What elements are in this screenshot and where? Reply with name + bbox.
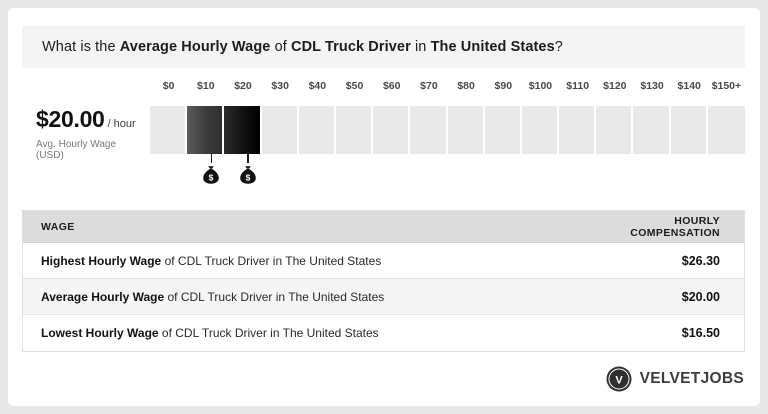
svg-text:V: V bbox=[615, 374, 623, 386]
question-suffix: ? bbox=[554, 39, 563, 55]
row-label-highest: Highest Hourly Wage of CDL Truck Driver … bbox=[23, 254, 584, 268]
row-label-average-bold: Average Hourly Wage bbox=[41, 289, 165, 304]
info-card: What is the Average Hourly Wage of CDL T… bbox=[8, 8, 760, 406]
axis-tick-label: $20 bbox=[234, 80, 252, 92]
row-label-average-rest: of CDL Truck Driver in The United States bbox=[164, 289, 385, 304]
chart-x-axis: $0 $10 $20 $30 $40 $50 $60 $70 $80 $90 $100 $110 $12… bbox=[150, 80, 745, 100]
question-mid-1: of bbox=[270, 39, 292, 55]
marker-stem bbox=[247, 154, 249, 163]
chart-cell bbox=[447, 106, 485, 154]
chart-cell bbox=[559, 106, 597, 154]
velvetjobs-badge-icon: V bbox=[606, 366, 632, 392]
marker-stem bbox=[210, 154, 213, 163]
average-wage-unit: / hour bbox=[107, 118, 136, 130]
table-row: Highest Hourly Wage of CDL Truck Driver … bbox=[23, 243, 744, 279]
axis-tick-label: $110 bbox=[566, 80, 590, 92]
chart-cell bbox=[484, 106, 522, 154]
axis-tick-label: $10 bbox=[197, 80, 215, 92]
wage-chart: $0 $10 $20 $30 $40 $50 $60 $70 $80 $90 $100 $110 $12… bbox=[22, 80, 745, 202]
wage-table: WAGE HOURLY COMPENSATION Highest Hourly … bbox=[22, 210, 745, 352]
money-bag-icon: $ bbox=[238, 165, 258, 185]
column-header-compensation: HOURLY COMPENSATION bbox=[630, 214, 720, 239]
row-label-highest-rest: of CDL Truck Driver in The United States bbox=[161, 253, 382, 268]
chart-cell bbox=[633, 106, 671, 154]
chart-cell-lowest-range bbox=[187, 106, 225, 154]
axis-tick-label: $30 bbox=[271, 80, 289, 92]
money-bag-icon: $ bbox=[201, 165, 221, 185]
question-prefix: What is the bbox=[42, 39, 120, 55]
chart-cell bbox=[298, 106, 336, 154]
question-header: What is the Average Hourly Wage of CDL T… bbox=[22, 26, 745, 68]
svg-text:$: $ bbox=[245, 172, 250, 182]
axis-tick-label: $140 bbox=[677, 80, 701, 92]
question-mid-2: in bbox=[410, 39, 431, 55]
table-row: Lowest Hourly Wage of CDL Truck Driver i… bbox=[23, 315, 744, 351]
column-header-wage: WAGE bbox=[41, 220, 75, 233]
row-value-lowest: $16.50 bbox=[681, 326, 720, 340]
axis-tick-label: $120 bbox=[603, 80, 627, 92]
row-label-highest-bold: Highest Hourly Wage bbox=[41, 253, 162, 268]
average-wage-value: $20.00 bbox=[36, 106, 105, 132]
chart-cell bbox=[707, 106, 745, 154]
question-highlight-job: CDL Truck Driver bbox=[291, 39, 411, 55]
velvetjobs-logo[interactable]: V VELVETJOBS bbox=[606, 366, 744, 392]
row-label-lowest-rest: of CDL Truck Driver in The United States bbox=[158, 326, 379, 340]
question-highlight-location: The United States bbox=[430, 39, 555, 55]
chart-cell bbox=[373, 106, 411, 154]
axis-tick-label: $150+ bbox=[711, 80, 742, 92]
svg-text:$: $ bbox=[209, 172, 214, 182]
chart-scale-band bbox=[150, 106, 745, 154]
axis-tick-label: $60 bbox=[382, 80, 401, 92]
chart-cell bbox=[521, 106, 560, 154]
axis-tick-label: $0 bbox=[162, 80, 175, 92]
table-row: Average Hourly Wage of CDL Truck Driver … bbox=[23, 279, 744, 315]
axis-tick-label: $90 bbox=[494, 80, 513, 92]
row-label-average: Average Hourly Wage of CDL Truck Driver … bbox=[23, 290, 584, 304]
row-value-highest: $26.30 bbox=[681, 253, 720, 268]
chart-cell bbox=[150, 106, 188, 154]
axis-tick-label: $100 bbox=[528, 80, 553, 92]
chart-cell bbox=[596, 106, 634, 154]
row-label-lowest-bold: Lowest Hourly Wage bbox=[41, 326, 159, 340]
axis-tick-label: $70 bbox=[420, 80, 438, 92]
chart-cell bbox=[261, 106, 299, 154]
velvetjobs-wordmark: VELVETJOBS bbox=[639, 370, 744, 387]
average-wage-summary: $20.00/ hour Avg. Hourly Wage (USD) bbox=[22, 106, 146, 161]
axis-tick-label: $80 bbox=[457, 80, 475, 92]
chart-cell bbox=[410, 106, 448, 154]
chart-marker: $ bbox=[238, 154, 258, 185]
row-value-average: $20.00 bbox=[681, 289, 720, 304]
axis-tick-label: $50 bbox=[345, 80, 364, 92]
chart-cell bbox=[670, 106, 708, 154]
chart-cell-highest-range bbox=[224, 106, 262, 154]
average-wage-caption: Avg. Hourly Wage (USD) bbox=[36, 139, 117, 161]
table-header-row: WAGE HOURLY COMPENSATION bbox=[23, 211, 744, 243]
page-title: What is the Average Hourly Wage of CDL T… bbox=[22, 39, 563, 55]
axis-tick-label: $130 bbox=[640, 80, 664, 92]
row-label-lowest: Lowest Hourly Wage of CDL Truck Driver i… bbox=[23, 326, 584, 340]
axis-tick-label: $40 bbox=[308, 80, 327, 92]
chart-cell bbox=[335, 106, 374, 154]
chart-marker: $ bbox=[201, 154, 221, 185]
question-highlight-metric: Average Hourly Wage bbox=[119, 39, 271, 55]
chart-markers: $ $ bbox=[150, 154, 745, 200]
